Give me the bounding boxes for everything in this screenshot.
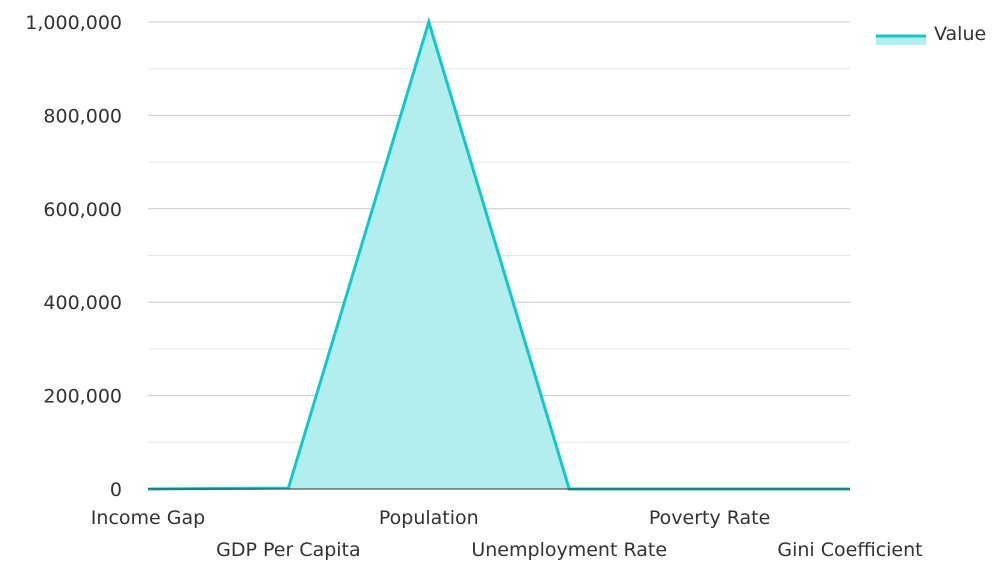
y-tick-label: 0 bbox=[110, 479, 122, 501]
y-tick-label: 400,000 bbox=[43, 292, 122, 314]
x-tick-label: Income Gap bbox=[91, 507, 205, 529]
legend[interactable]: Value bbox=[876, 23, 986, 45]
y-axis-tick-labels: 0 200,000 400,000 600,000 800,000 1,000,000 bbox=[25, 12, 122, 501]
y-tick-label: 200,000 bbox=[43, 386, 122, 408]
legend-label-value: Value bbox=[934, 23, 986, 45]
x-tick-label: Gini Coefficient bbox=[777, 539, 922, 561]
legend-swatch-fill bbox=[876, 37, 926, 45]
x-tick-label: Unemployment Rate bbox=[471, 539, 667, 561]
y-tick-label: 600,000 bbox=[43, 199, 122, 221]
x-tick-label: GDP Per Capita bbox=[216, 539, 361, 561]
x-axis-tick-labels: Income Gap GDP Per Capita Population Unempl… bbox=[91, 507, 923, 561]
x-tick-label: Poverty Rate bbox=[649, 507, 770, 529]
y-tick-label: 800,000 bbox=[43, 105, 122, 127]
x-tick-label: Population bbox=[379, 507, 479, 529]
y-tick-label: 1,000,000 bbox=[25, 12, 122, 34]
